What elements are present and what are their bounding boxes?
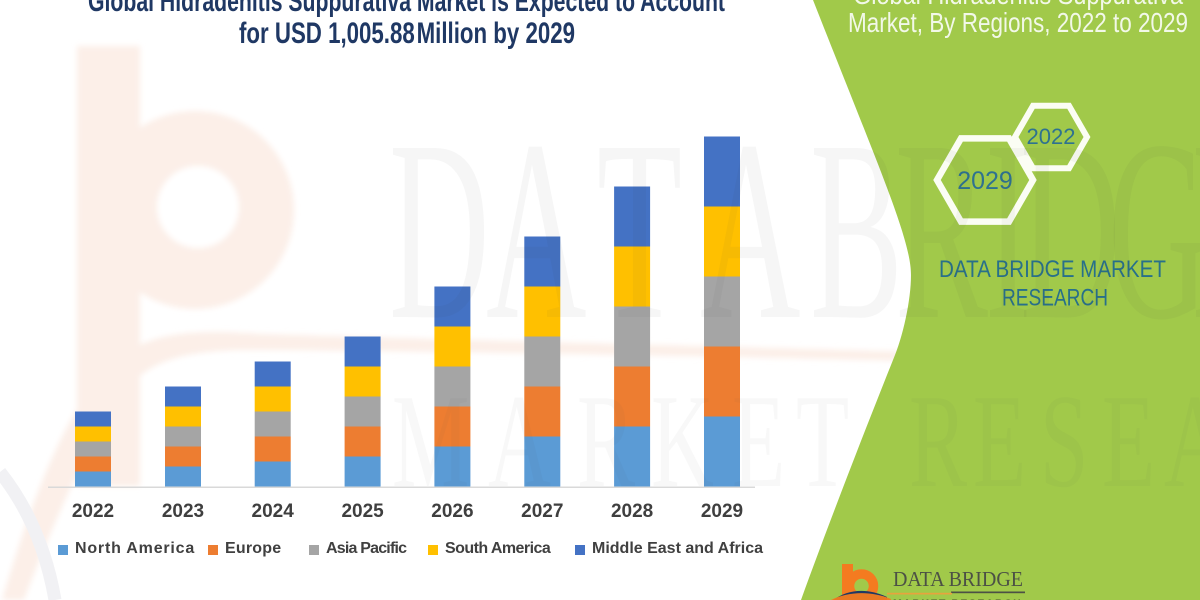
svg-text:2029: 2029 — [957, 167, 1013, 195]
svg-text:2022: 2022 — [1027, 124, 1076, 149]
svg-text:for USD 1,005.88 Million by 20: for USD 1,005.88 Million by 2029 — [239, 17, 575, 50]
svg-text:DATA BRIDGE MARKET: DATA BRIDGE MARKET — [939, 256, 1166, 283]
svg-text:Global Hidradenitis Suppurativ: Global Hidradenitis Suppurativa — [853, 0, 1183, 10]
svg-text:RESEARCH: RESEARCH — [1002, 285, 1108, 312]
svg-text:Market, By Regions, 2022 to 20: Market, By Regions, 2022 to 2029 — [848, 7, 1188, 38]
svg-text:MARKET RESEARCH: MARKET RESEARCH — [893, 598, 1022, 600]
svg-text:DATA BRIDGE: DATA BRIDGE — [893, 567, 1023, 591]
svg-text:Global Hidradenitis Suppurativ: Global Hidradenitis Suppurativa Market i… — [88, 0, 725, 18]
